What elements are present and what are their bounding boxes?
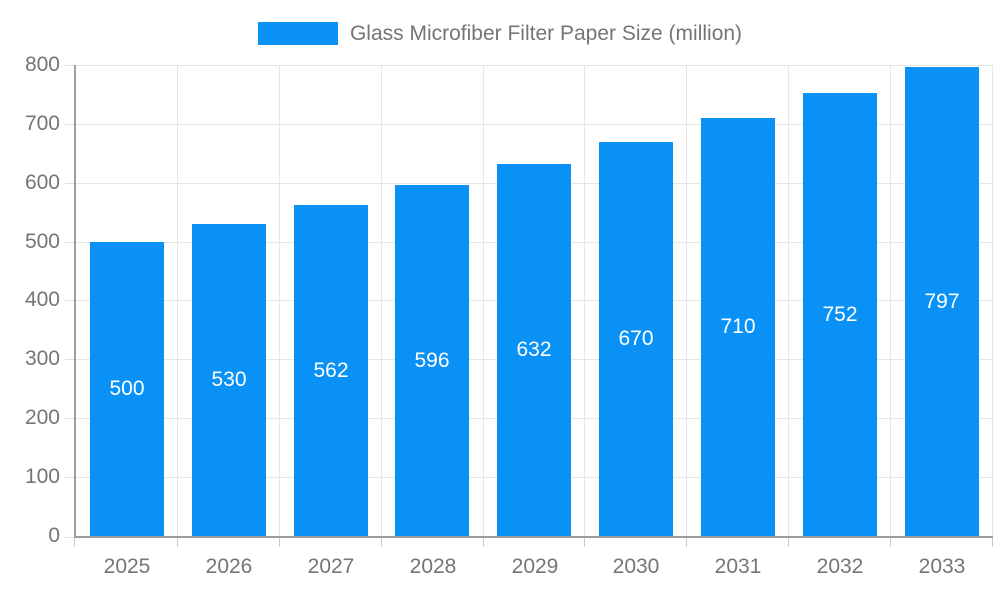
v-gridline-7 — [788, 65, 789, 536]
y-axis-label-700: 700 — [24, 112, 60, 135]
x-axis-labels: 2025 2026 2027 2028 2029 2030 2031 2032 2033 — [76, 552, 993, 582]
bar-2027: 562 — [294, 205, 368, 536]
plot-area: 500 530 562 596 632 670 710 752 797 — [65, 65, 993, 547]
y-tick-500 — [65, 242, 74, 243]
y-tick-400 — [65, 300, 74, 301]
y-tick-600 — [65, 183, 74, 184]
y-tick-300 — [65, 359, 74, 360]
h-gridline-800 — [76, 65, 993, 66]
v-gridline-9 — [992, 65, 993, 536]
v-gridline-8 — [890, 65, 891, 536]
bar-value-label-2026: 530 — [211, 368, 247, 391]
bar-2026: 530 — [192, 224, 266, 536]
y-tick-700 — [65, 124, 74, 125]
bar-value-label-2028: 596 — [414, 348, 450, 372]
y-axis-label-100: 100 — [24, 465, 60, 488]
y-axis-label-400: 400 — [24, 288, 60, 311]
x-tick-5 — [584, 538, 585, 547]
v-gridline-5 — [584, 65, 585, 536]
bar-2028: 596 — [395, 185, 469, 536]
y-axis-label-500: 500 — [24, 230, 60, 253]
x-axis-label-2026: 2026 — [205, 555, 253, 578]
y-axis-label-800: 800 — [24, 53, 60, 76]
x-tick-3 — [381, 538, 382, 547]
x-tick-7 — [788, 538, 789, 547]
y-tick-200 — [65, 418, 74, 419]
x-tick-4 — [483, 538, 484, 547]
y-axis-labels: 0 100 200 300 400 500 600 700 800 — [0, 53, 60, 547]
x-tick-1 — [177, 538, 178, 547]
bar-2029: 632 — [497, 164, 571, 536]
v-gridline-1 — [177, 65, 178, 536]
bar-2031: 710 — [701, 118, 775, 536]
bar-value-label-2029: 632 — [516, 338, 552, 361]
x-axis-label-2029: 2029 — [511, 555, 559, 578]
x-tick-6 — [686, 538, 687, 547]
x-axis-label-2033: 2033 — [918, 555, 966, 578]
legend: Glass Microfiber Filter Paper Size (mill… — [0, 22, 1000, 45]
x-tick-8 — [890, 538, 891, 547]
v-gridline-4 — [483, 65, 484, 536]
bar-value-label-2031: 710 — [720, 315, 756, 338]
bar-value-label-2027: 562 — [313, 358, 349, 382]
v-gridline-6 — [686, 65, 687, 536]
x-axis-label-2028: 2028 — [409, 555, 457, 578]
legend-swatch-icon — [257, 22, 338, 45]
x-axis-label-2027: 2027 — [307, 555, 355, 578]
y-tick-800 — [65, 65, 74, 66]
legend-item[interactable]: Glass Microfiber Filter Paper Size (mill… — [257, 22, 743, 45]
v-gridline-3 — [381, 65, 382, 536]
bar-value-label-2033: 797 — [924, 289, 960, 313]
y-tick-0 — [65, 537, 74, 538]
h-gridline-700 — [76, 124, 993, 125]
bar-2025: 500 — [90, 242, 164, 536]
bar-2032: 752 — [803, 93, 877, 536]
x-axis-label-2030: 2030 — [612, 555, 660, 578]
v-gridline-2 — [279, 65, 280, 536]
bar-value-label-2030: 670 — [618, 327, 654, 350]
x-tick-0 — [74, 538, 75, 547]
x-axis-label-2025: 2025 — [103, 555, 151, 578]
bar-value-label-2025: 500 — [109, 377, 145, 400]
y-axis-label-0: 0 — [48, 524, 60, 547]
legend-label: Glass Microfiber Filter Paper Size (mill… — [349, 22, 743, 45]
bar-2030: 670 — [599, 142, 673, 536]
y-axis-label-200: 200 — [24, 406, 60, 429]
x-tick-9 — [992, 538, 993, 547]
y-tick-100 — [65, 477, 74, 478]
x-tick-2 — [279, 538, 280, 547]
y-axis-label-600: 600 — [24, 171, 60, 194]
x-axis-label-2031: 2031 — [714, 555, 762, 578]
bar-2033: 797 — [905, 67, 979, 536]
x-axis-label-2032: 2032 — [816, 555, 864, 578]
y-axis-label-300: 300 — [24, 347, 60, 370]
bar-value-label-2032: 752 — [822, 302, 858, 326]
